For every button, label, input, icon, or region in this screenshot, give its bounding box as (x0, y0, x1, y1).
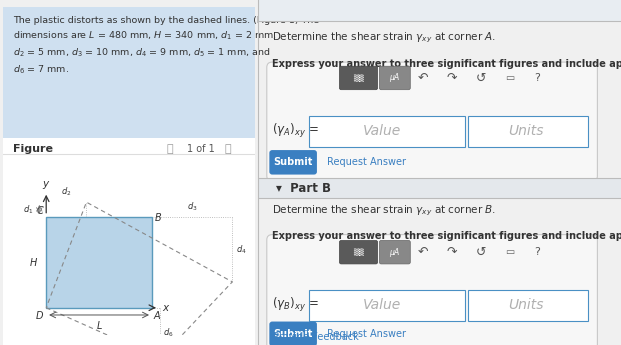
Text: Provide Feedback: Provide Feedback (273, 332, 359, 342)
Text: ▭: ▭ (505, 247, 514, 257)
FancyBboxPatch shape (270, 322, 317, 345)
Text: ?: ? (534, 73, 540, 83)
Text: $A$: $A$ (153, 309, 161, 321)
Text: Request Answer: Request Answer (327, 157, 406, 167)
Bar (258, 0, 621, 21)
Text: Units: Units (509, 124, 544, 138)
Text: ?: ? (534, 247, 540, 257)
Text: Express your answer to three significant figures and include appropriate units.: Express your answer to three significant… (272, 59, 621, 69)
Text: Determine the shear strain $\gamma_{xy}$ at corner $B$.: Determine the shear strain $\gamma_{xy}$… (272, 204, 496, 218)
Text: ▒▒: ▒▒ (353, 248, 364, 256)
Bar (309, 290, 465, 321)
Text: $(\gamma_B)_{xy}$ =: $(\gamma_B)_{xy}$ = (272, 296, 319, 314)
Bar (468, 116, 588, 147)
Text: $C$: $C$ (36, 204, 45, 216)
Text: Value: Value (363, 298, 401, 312)
Text: $\mu A$: $\mu A$ (389, 71, 401, 85)
Text: 〈: 〈 (166, 144, 173, 154)
Text: $D$: $D$ (35, 309, 44, 321)
Text: $(\gamma_A)_{xy}$ =: $(\gamma_A)_{xy}$ = (272, 122, 319, 140)
FancyBboxPatch shape (267, 235, 597, 345)
Text: $d_4$: $d_4$ (236, 243, 247, 256)
Text: 〉: 〉 (224, 144, 231, 154)
Text: ▾  Part B: ▾ Part B (276, 181, 331, 195)
Text: $B$: $B$ (154, 211, 162, 223)
FancyBboxPatch shape (270, 150, 317, 175)
Text: $d_1$: $d_1$ (23, 203, 34, 216)
Text: 1 of 1: 1 of 1 (187, 144, 214, 154)
Text: Figure: Figure (13, 144, 53, 154)
Text: ↺: ↺ (476, 246, 486, 259)
Text: ↶: ↶ (417, 71, 428, 85)
FancyBboxPatch shape (267, 62, 597, 181)
Text: $L$: $L$ (96, 318, 102, 331)
Text: Express your answer to three significant figures and include appropriate units.: Express your answer to three significant… (272, 231, 621, 241)
Text: $d_3$: $d_3$ (187, 200, 197, 213)
FancyBboxPatch shape (340, 240, 378, 264)
FancyBboxPatch shape (379, 66, 410, 90)
Text: ↷: ↷ (446, 246, 457, 259)
Text: The plastic distorts as shown by the dashed lines. (Figure 1) The
dimensions are: The plastic distorts as shown by the das… (13, 16, 319, 76)
Text: ▭: ▭ (505, 73, 514, 83)
Text: $y$: $y$ (42, 179, 50, 191)
Text: $H$: $H$ (29, 256, 38, 268)
FancyBboxPatch shape (340, 66, 378, 90)
Text: ↷: ↷ (446, 71, 457, 85)
Text: Determine the shear strain $\gamma_{xy}$ at corner $A$.: Determine the shear strain $\gamma_{xy}$… (272, 31, 496, 46)
Text: Value: Value (363, 124, 401, 138)
Text: $d_6$: $d_6$ (163, 327, 173, 339)
Text: $x$: $x$ (162, 303, 171, 313)
Text: Units: Units (509, 298, 544, 312)
Text: Submit: Submit (273, 329, 312, 338)
Text: ↶: ↶ (417, 246, 428, 259)
Text: ↺: ↺ (476, 71, 486, 85)
Text: $d_2$: $d_2$ (61, 186, 71, 198)
Bar (258, 178, 621, 198)
Polygon shape (46, 217, 152, 308)
Bar (468, 290, 588, 321)
Text: Request Answer: Request Answer (327, 329, 406, 338)
FancyBboxPatch shape (379, 240, 410, 264)
Bar (309, 116, 465, 147)
Text: Submit: Submit (273, 157, 312, 167)
Text: $\mu A$: $\mu A$ (389, 246, 401, 259)
Text: ▒▒: ▒▒ (353, 74, 364, 82)
